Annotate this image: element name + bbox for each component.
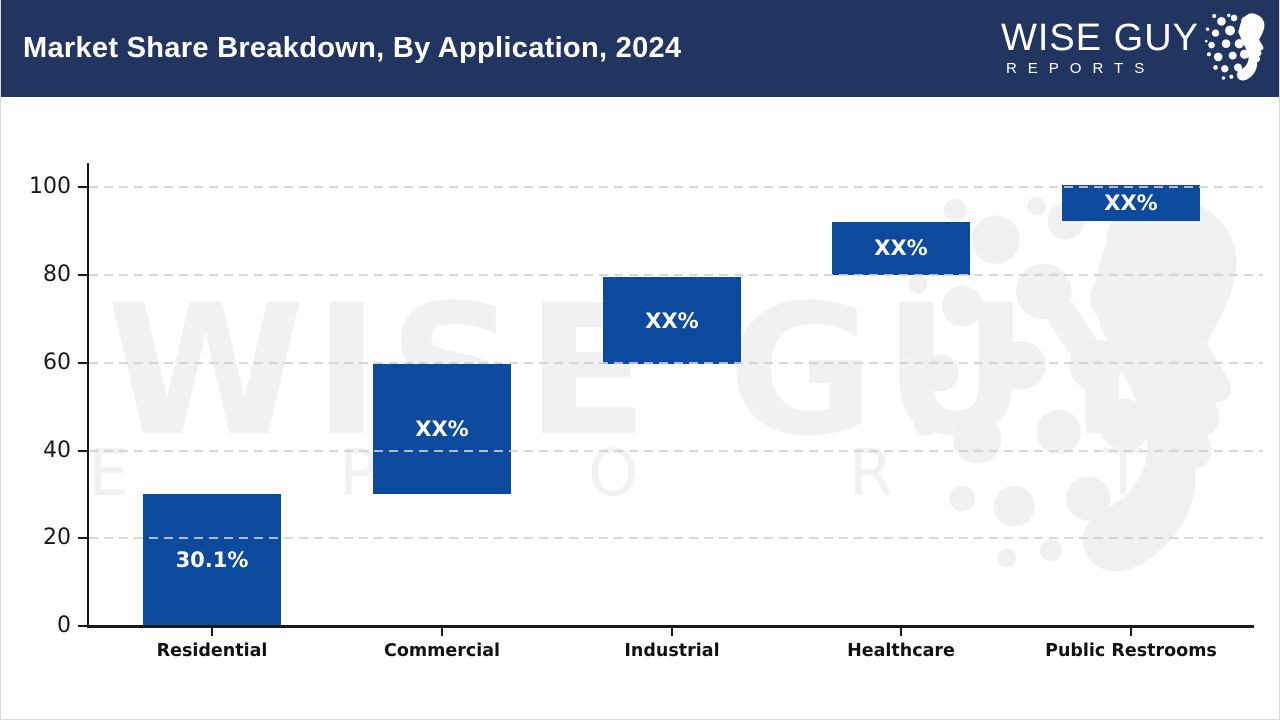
y-axis-tick [78,449,87,452]
logo-text: WISE GUY REPORTS [1001,19,1199,78]
gridline-40 [89,449,1263,452]
y-axis-tick [78,625,87,627]
header-bar: Market Share Breakdown, By Application, … [1,0,1279,97]
y-axis-tick-label: 40 [43,437,71,463]
x-axis-tick [1130,628,1132,636]
x-axis-category-label: Public Restrooms [1045,641,1217,661]
y-axis-line [87,163,90,628]
logo-wordmark: WISE GUY [1000,17,1199,59]
bar-industrial: XX% [603,277,741,365]
bar-healthcare: XX% [832,221,970,275]
bar-commercial: XX% [373,364,511,494]
gridline-20 [89,537,1263,540]
y-axis-tick-label: 80 [43,262,71,287]
y-axis-tick [78,186,87,189]
x-axis-tick [441,628,443,636]
x-axis-tick [900,628,902,636]
y-axis-tick [78,361,87,364]
x-axis-line [87,625,1254,628]
x-axis-tick [211,628,213,636]
bar-public-restrooms: XX% [1062,185,1200,222]
y-axis-tick-label: 100 [29,174,71,200]
x-axis-category-label: Residential [156,641,268,661]
gridline-80 [89,274,1263,276]
chart-title: Market Share Breakdown, By Application, … [23,32,682,64]
x-axis-category-label: Commercial [383,641,500,661]
gridline-100 [89,186,1263,189]
bar-value-label: XX% [1104,191,1158,216]
bar-value-label: XX% [645,308,699,333]
y-axis-tick [78,274,87,276]
bar-value-label: 30.1% [175,547,249,572]
gridline-60 [89,361,1263,364]
logo-subtitle: REPORTS [1005,60,1156,77]
bar-value-label: XX% [874,236,928,261]
x-axis-category-label: Healthcare [847,641,955,661]
bar-value-label: XX% [415,416,469,441]
logo-face-icon [1204,12,1265,80]
y-axis-tick-label: 20 [43,525,71,551]
y-axis-tick-label: 60 [43,349,71,375]
wiseguy-logo: WISE GUY REPORTS [1001,10,1267,88]
x-axis-tick [671,628,673,636]
bar-residential: 30.1% [143,493,281,626]
watermark-face-icon [903,195,1237,572]
y-axis-tick-label: 0 [57,613,71,638]
y-axis-tick [78,537,87,540]
x-axis-category-label: Industrial [624,641,720,661]
